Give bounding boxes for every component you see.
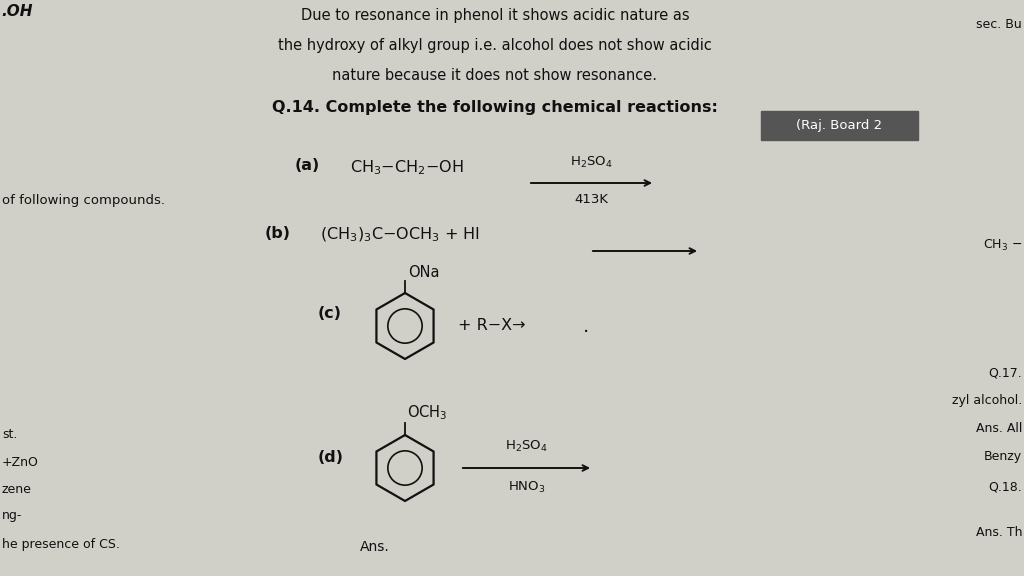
Text: CH$_3$ −: CH$_3$ − bbox=[983, 238, 1022, 253]
Text: nature because it does not show resonance.: nature because it does not show resonanc… bbox=[333, 68, 657, 83]
FancyBboxPatch shape bbox=[761, 111, 918, 140]
Text: Ans.: Ans. bbox=[360, 540, 390, 554]
Text: ng-: ng- bbox=[2, 509, 23, 522]
Text: CH$_3$−CH$_2$−OH: CH$_3$−CH$_2$−OH bbox=[350, 158, 464, 177]
Text: + R−X→: + R−X→ bbox=[458, 319, 525, 334]
Text: zyl alcohol.: zyl alcohol. bbox=[951, 394, 1022, 407]
Text: (a): (a) bbox=[295, 158, 321, 173]
Text: (c): (c) bbox=[318, 306, 342, 321]
Text: H$_2$SO$_4$: H$_2$SO$_4$ bbox=[570, 155, 612, 170]
Text: (CH$_3$)$_3$C−OCH$_3$ + HI: (CH$_3$)$_3$C−OCH$_3$ + HI bbox=[319, 226, 480, 244]
Text: Q.14. Complete the following chemical reactions:: Q.14. Complete the following chemical re… bbox=[272, 100, 718, 115]
Text: ONa: ONa bbox=[408, 265, 439, 280]
Text: st.: st. bbox=[2, 428, 17, 441]
Text: (b): (b) bbox=[265, 226, 291, 241]
Text: zene: zene bbox=[2, 483, 32, 496]
Text: .: . bbox=[583, 316, 589, 335]
Text: Benzy: Benzy bbox=[984, 450, 1022, 463]
Text: (Raj. Board 2: (Raj. Board 2 bbox=[797, 119, 883, 132]
Text: of following compounds.: of following compounds. bbox=[2, 194, 165, 207]
Text: .OH: .OH bbox=[1, 4, 33, 19]
Text: Q.18.: Q.18. bbox=[988, 480, 1022, 493]
Text: Due to resonance in phenol it shows acidic nature as: Due to resonance in phenol it shows acid… bbox=[301, 8, 689, 23]
Text: he presence of CS.: he presence of CS. bbox=[2, 538, 120, 551]
Text: Q.17.: Q.17. bbox=[988, 366, 1022, 379]
Text: Ans. Th: Ans. Th bbox=[976, 526, 1022, 539]
Text: OCH$_3$: OCH$_3$ bbox=[407, 403, 447, 422]
Text: (d): (d) bbox=[318, 450, 344, 465]
Text: HNO$_3$: HNO$_3$ bbox=[508, 480, 545, 495]
Text: the hydroxy of alkyl group i.e. alcohol does not show acidic: the hydroxy of alkyl group i.e. alcohol … bbox=[279, 38, 712, 53]
Text: H$_2$SO$_4$: H$_2$SO$_4$ bbox=[505, 439, 548, 454]
Text: Ans. All: Ans. All bbox=[976, 422, 1022, 435]
Text: 413K: 413K bbox=[574, 193, 608, 206]
Text: sec. Bu: sec. Bu bbox=[976, 18, 1022, 31]
Text: +ZnO: +ZnO bbox=[2, 456, 39, 469]
